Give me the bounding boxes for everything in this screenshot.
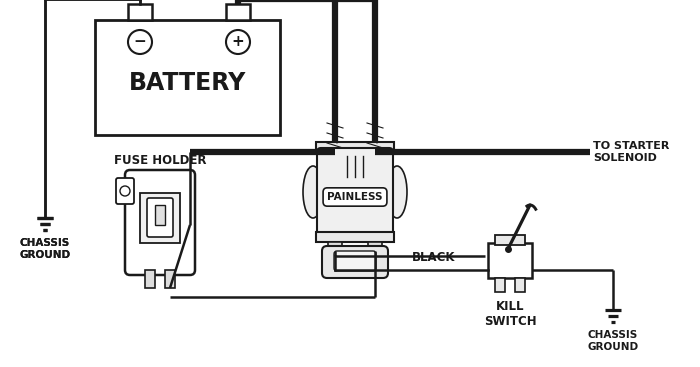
Text: BLACK: BLACK — [412, 251, 455, 264]
Bar — [495, 235, 525, 245]
Bar — [155, 205, 165, 225]
Bar — [145, 270, 155, 288]
Bar — [368, 142, 382, 152]
Text: PAINLESS: PAINLESS — [328, 192, 383, 202]
Bar — [316, 232, 394, 242]
Text: TO STARTER
SOLENOID: TO STARTER SOLENOID — [593, 141, 669, 163]
Bar — [128, 4, 152, 20]
Text: BATTERY: BATTERY — [129, 70, 246, 94]
Text: FUSE HOLDER: FUSE HOLDER — [113, 154, 206, 167]
Text: −: − — [134, 34, 146, 50]
Ellipse shape — [387, 166, 407, 218]
FancyBboxPatch shape — [317, 148, 393, 236]
Ellipse shape — [303, 166, 323, 218]
Text: KILL
SWITCH: KILL SWITCH — [484, 300, 536, 328]
Bar — [495, 278, 505, 292]
Bar — [165, 270, 175, 288]
Bar — [95, 20, 280, 135]
Bar — [328, 242, 342, 251]
Text: CHASSIS
GROUND: CHASSIS GROUND — [20, 238, 71, 259]
FancyBboxPatch shape — [116, 178, 134, 204]
Bar — [368, 242, 382, 251]
Text: CHASSIS
GROUND: CHASSIS GROUND — [587, 330, 638, 352]
Bar — [226, 4, 250, 20]
Text: CHASSIS
GROUND: CHASSIS GROUND — [20, 238, 71, 259]
FancyBboxPatch shape — [147, 198, 173, 237]
Bar — [328, 142, 342, 152]
Bar — [316, 142, 394, 152]
FancyBboxPatch shape — [125, 170, 195, 275]
FancyBboxPatch shape — [334, 251, 376, 271]
FancyBboxPatch shape — [322, 246, 388, 278]
Text: +: + — [232, 34, 244, 50]
Circle shape — [226, 30, 250, 54]
Circle shape — [120, 186, 130, 196]
Circle shape — [128, 30, 152, 54]
Bar — [515, 278, 525, 292]
FancyBboxPatch shape — [140, 193, 180, 243]
Bar — [488, 243, 532, 278]
